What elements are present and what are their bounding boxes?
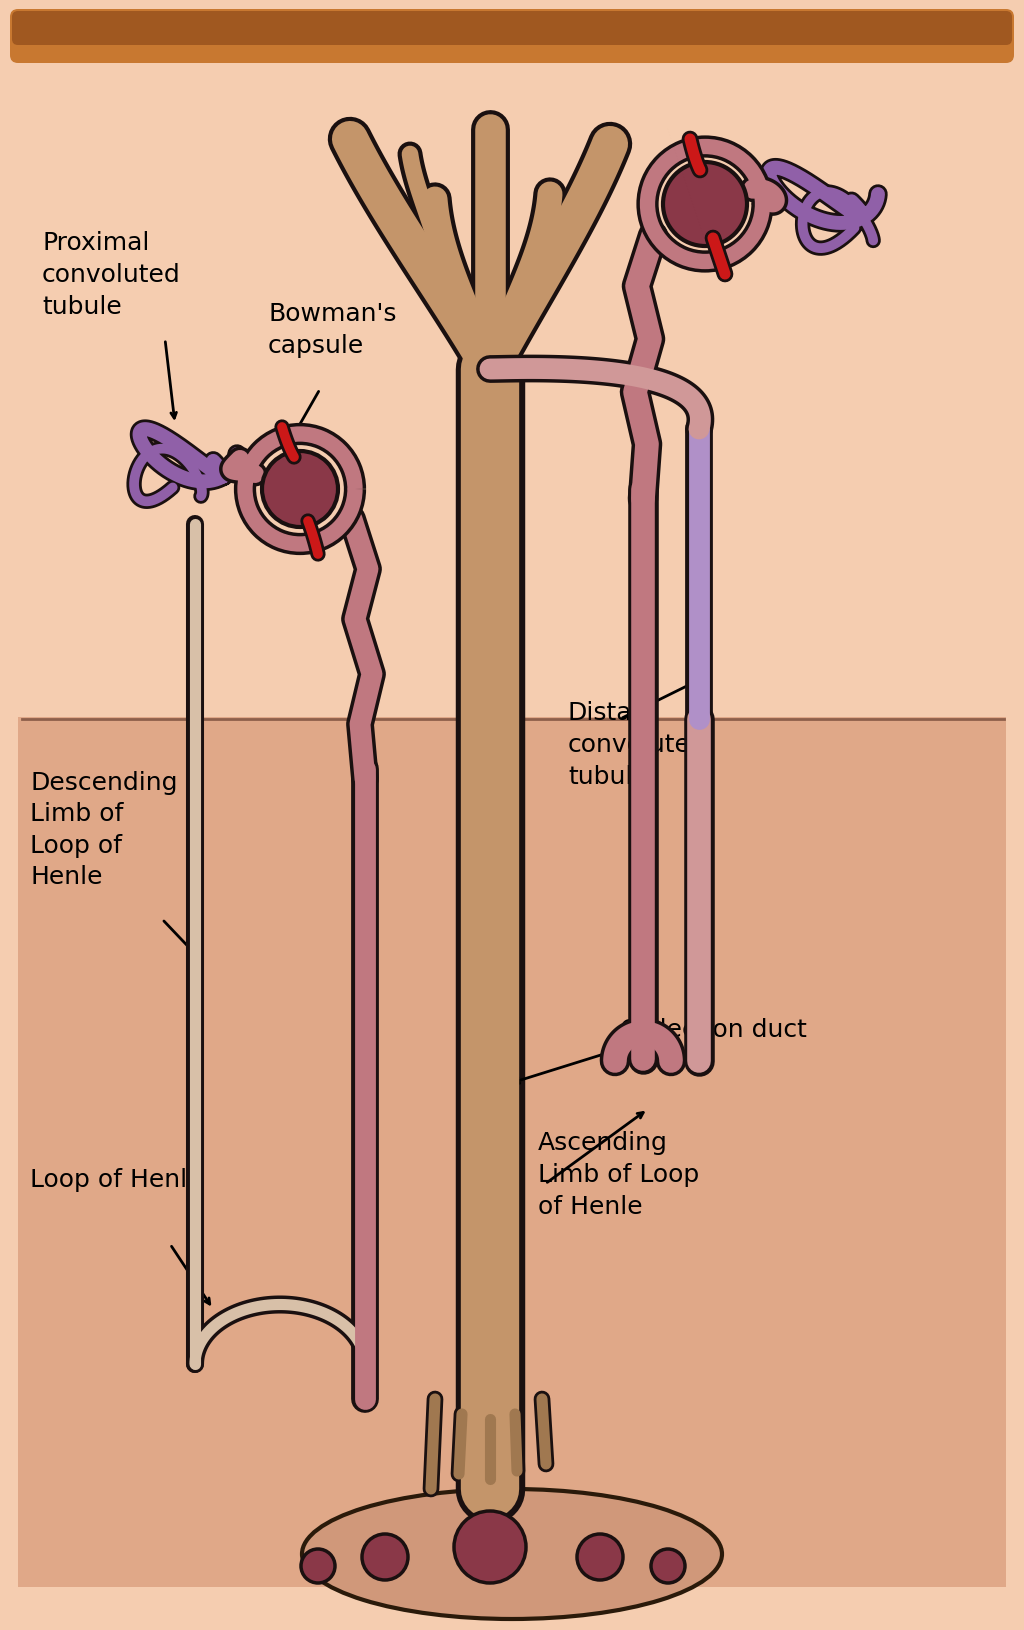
Circle shape: [663, 163, 746, 246]
Text: Distal
convoluted
tubule: Distal convoluted tubule: [568, 701, 707, 789]
FancyBboxPatch shape: [12, 11, 1012, 46]
FancyBboxPatch shape: [10, 10, 1014, 64]
Circle shape: [454, 1511, 526, 1583]
Text: Loop of Henle: Loop of Henle: [30, 1167, 203, 1192]
Text: Ascending
Limb of Loop
of Henle: Ascending Limb of Loop of Henle: [538, 1131, 699, 1218]
Text: Descending
Limb of
Loop of
Henle: Descending Limb of Loop of Henle: [30, 769, 177, 888]
Circle shape: [301, 1548, 335, 1583]
Text: Bowman's
capsule: Bowman's capsule: [268, 302, 396, 357]
Circle shape: [577, 1534, 623, 1579]
Text: Proximal
convoluted
tubule: Proximal convoluted tubule: [42, 231, 181, 318]
Circle shape: [262, 452, 338, 528]
Ellipse shape: [302, 1490, 722, 1619]
Circle shape: [651, 1548, 685, 1583]
Text: Collection duct: Collection duct: [620, 1017, 807, 1042]
Circle shape: [362, 1534, 408, 1579]
FancyBboxPatch shape: [18, 717, 1006, 1588]
